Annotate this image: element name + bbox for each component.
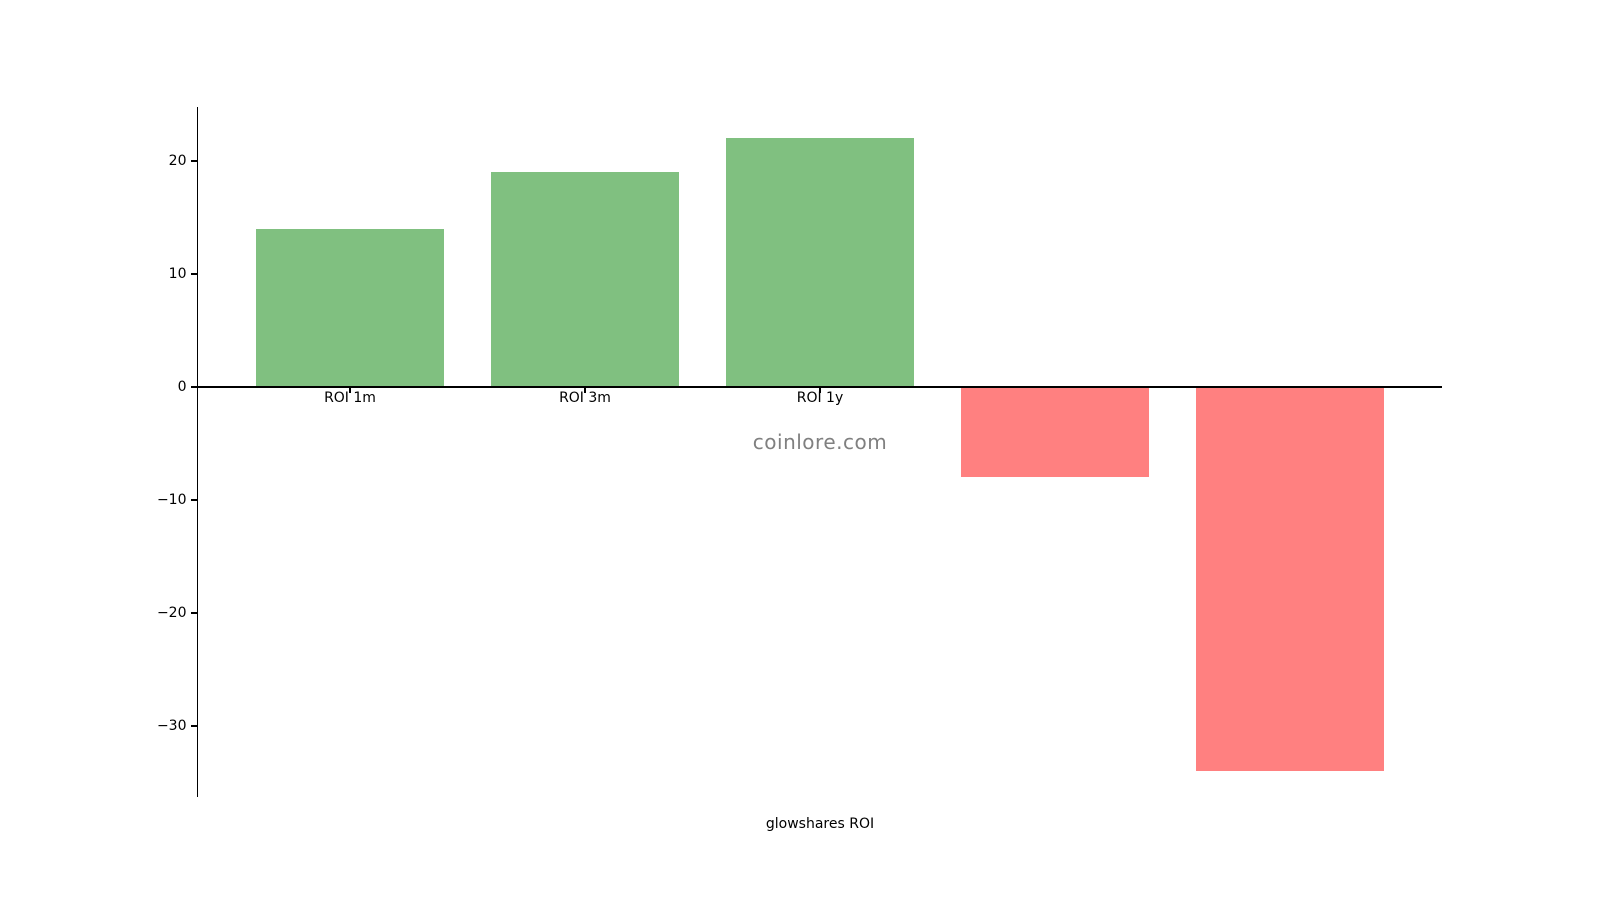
y-tick-label: 0 xyxy=(177,379,187,395)
y-tick-label: 20 xyxy=(168,153,187,169)
x-tick-label: ROI 1y xyxy=(796,390,844,406)
bar-roi-1m xyxy=(256,228,444,387)
y-axis-line xyxy=(196,107,198,797)
y-tick-mark xyxy=(190,386,197,388)
y-tick-mark xyxy=(190,499,197,501)
x-tick-label: ROI 1m xyxy=(324,390,376,406)
y-tick-mark xyxy=(190,273,197,275)
y-tick-mark xyxy=(190,725,197,727)
y-tick-label: 10 xyxy=(168,266,187,282)
x-tick-mark xyxy=(819,387,821,393)
y-tick-mark xyxy=(190,612,197,614)
watermark-text: coinlore.com xyxy=(752,430,888,454)
y-tick-label: −20 xyxy=(156,605,187,621)
x-tick-label: ROI 3m xyxy=(559,390,611,406)
x-tick-mark xyxy=(349,387,351,393)
bar-roi-3m xyxy=(491,172,679,387)
bar-roi-4 xyxy=(1196,387,1384,772)
y-tick-label: −10 xyxy=(156,492,187,508)
y-tick-mark xyxy=(190,160,197,162)
x-axis-title: glowshares ROI xyxy=(765,816,875,832)
bar-roi-3 xyxy=(961,387,1149,478)
y-tick-label: −30 xyxy=(156,718,187,734)
bar-roi-1y xyxy=(726,138,914,387)
x-tick-mark xyxy=(584,387,586,393)
x-axis-zero-line xyxy=(198,386,1442,388)
